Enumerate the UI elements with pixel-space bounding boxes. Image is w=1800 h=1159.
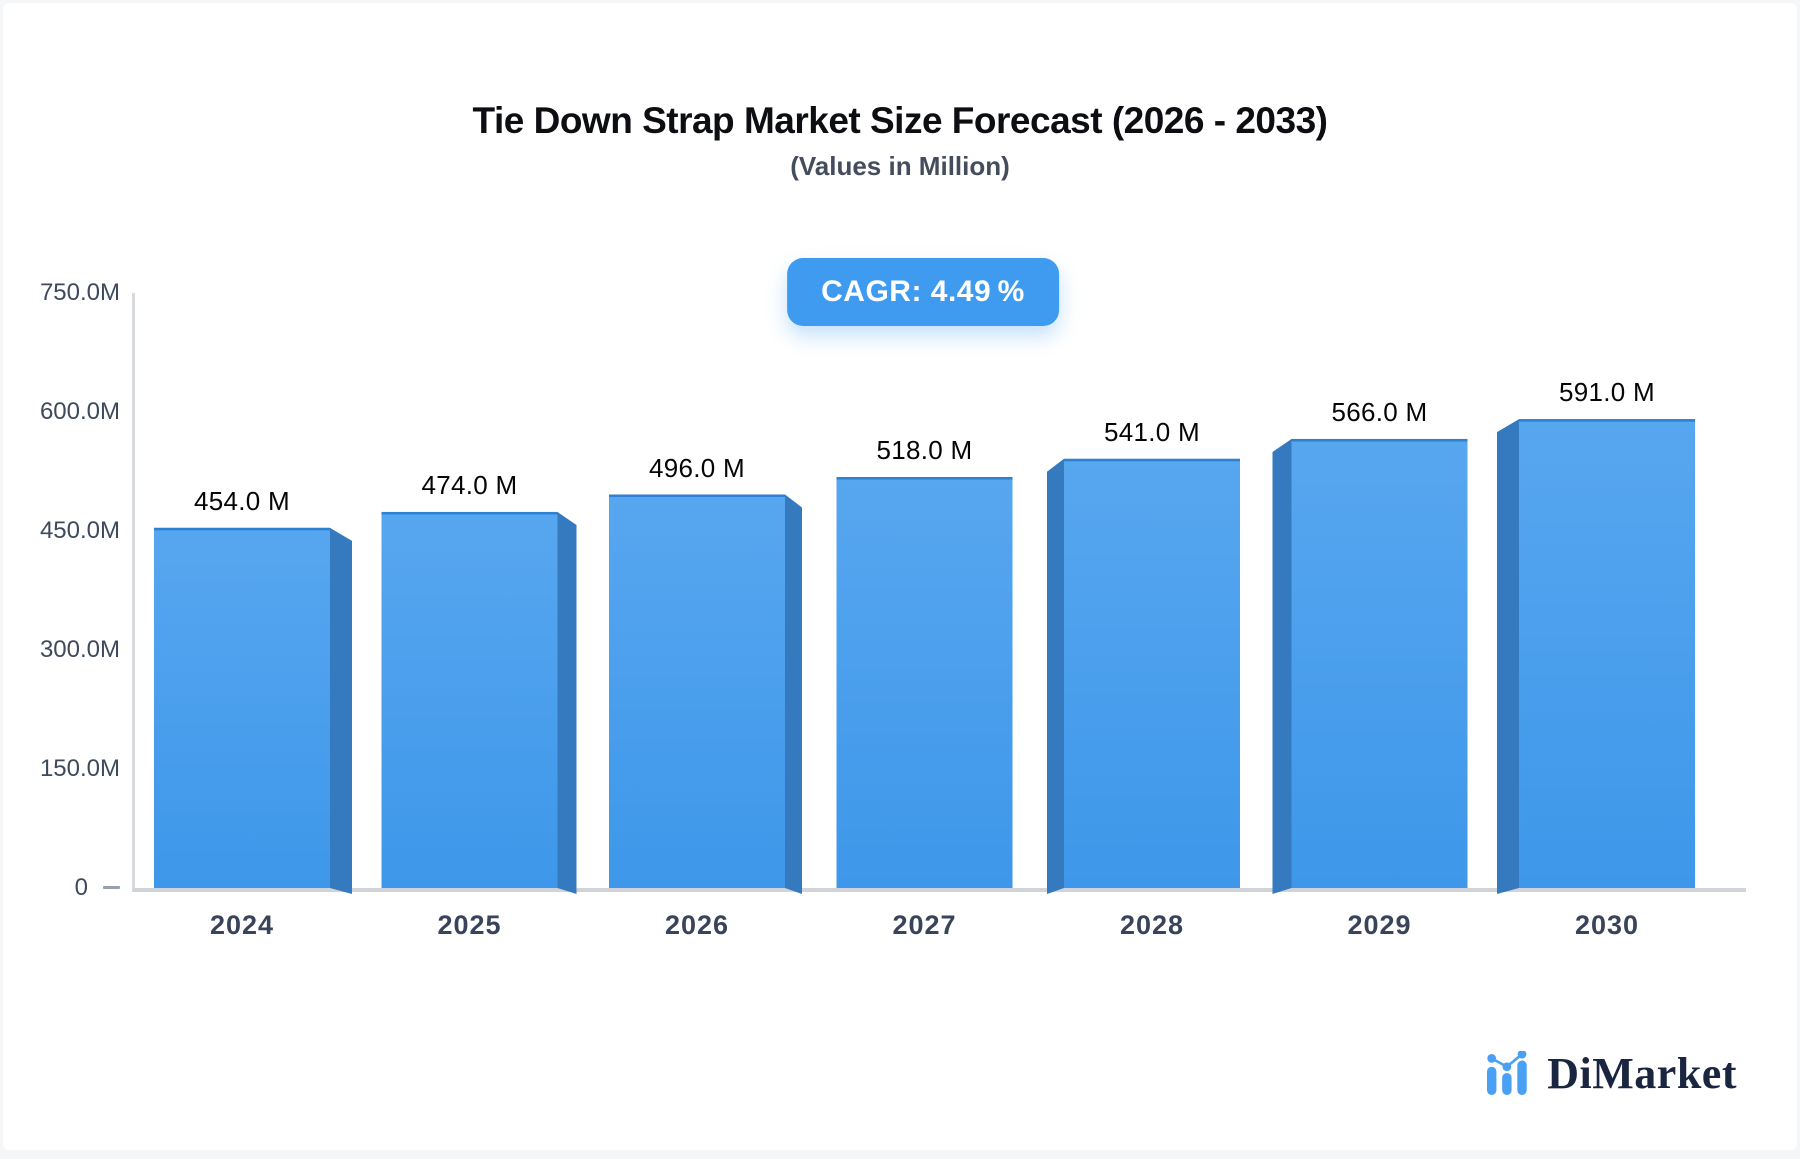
bar-2026[interactable] <box>609 494 785 888</box>
chart-title: Tie Down Strap Market Size Forecast (202… <box>472 100 1328 141</box>
bar-2024[interactable] <box>154 527 330 888</box>
x-axis-line <box>133 888 1746 892</box>
bar-top-edge-2029 <box>1291 438 1468 442</box>
bar-side-2028 <box>1047 458 1064 894</box>
bar-2030[interactable] <box>1519 419 1695 888</box>
bar-top-edge-2030 <box>1519 419 1695 422</box>
bar-side-2029 <box>1272 438 1292 894</box>
cagr-badge: CAGR: 4.49 % <box>787 258 1059 326</box>
bar-2027[interactable] <box>836 477 1013 888</box>
bar-top-edge-2028 <box>1064 458 1240 462</box>
bar-2029[interactable] <box>1291 438 1468 888</box>
bar-side-2024 <box>330 527 352 894</box>
chart-canvas <box>132 293 1746 894</box>
bar-top-edge-2024 <box>154 527 330 531</box>
brand-name: DiMarket <box>1547 1048 1737 1098</box>
brand-logo: DiMarket <box>1487 1043 1737 1103</box>
bar-side-2025 <box>557 511 577 894</box>
bar-2025[interactable] <box>381 511 558 888</box>
chart-subtitle: (Values in Million) <box>790 151 1010 181</box>
bar-side-2030 <box>1497 419 1519 894</box>
bar-top-edge-2026 <box>609 494 785 498</box>
bar-top-edge-2027 <box>836 477 1013 480</box>
chart-card: Tie Down Strap Market Size Forecast (202… <box>3 3 1797 1150</box>
bar-2028[interactable] <box>1064 458 1240 888</box>
mini-bar-chart-icon <box>1487 1051 1528 1095</box>
bar-top-edge-2025 <box>381 511 558 515</box>
y-axis-line <box>132 293 135 892</box>
bar-side-2026 <box>785 494 802 894</box>
